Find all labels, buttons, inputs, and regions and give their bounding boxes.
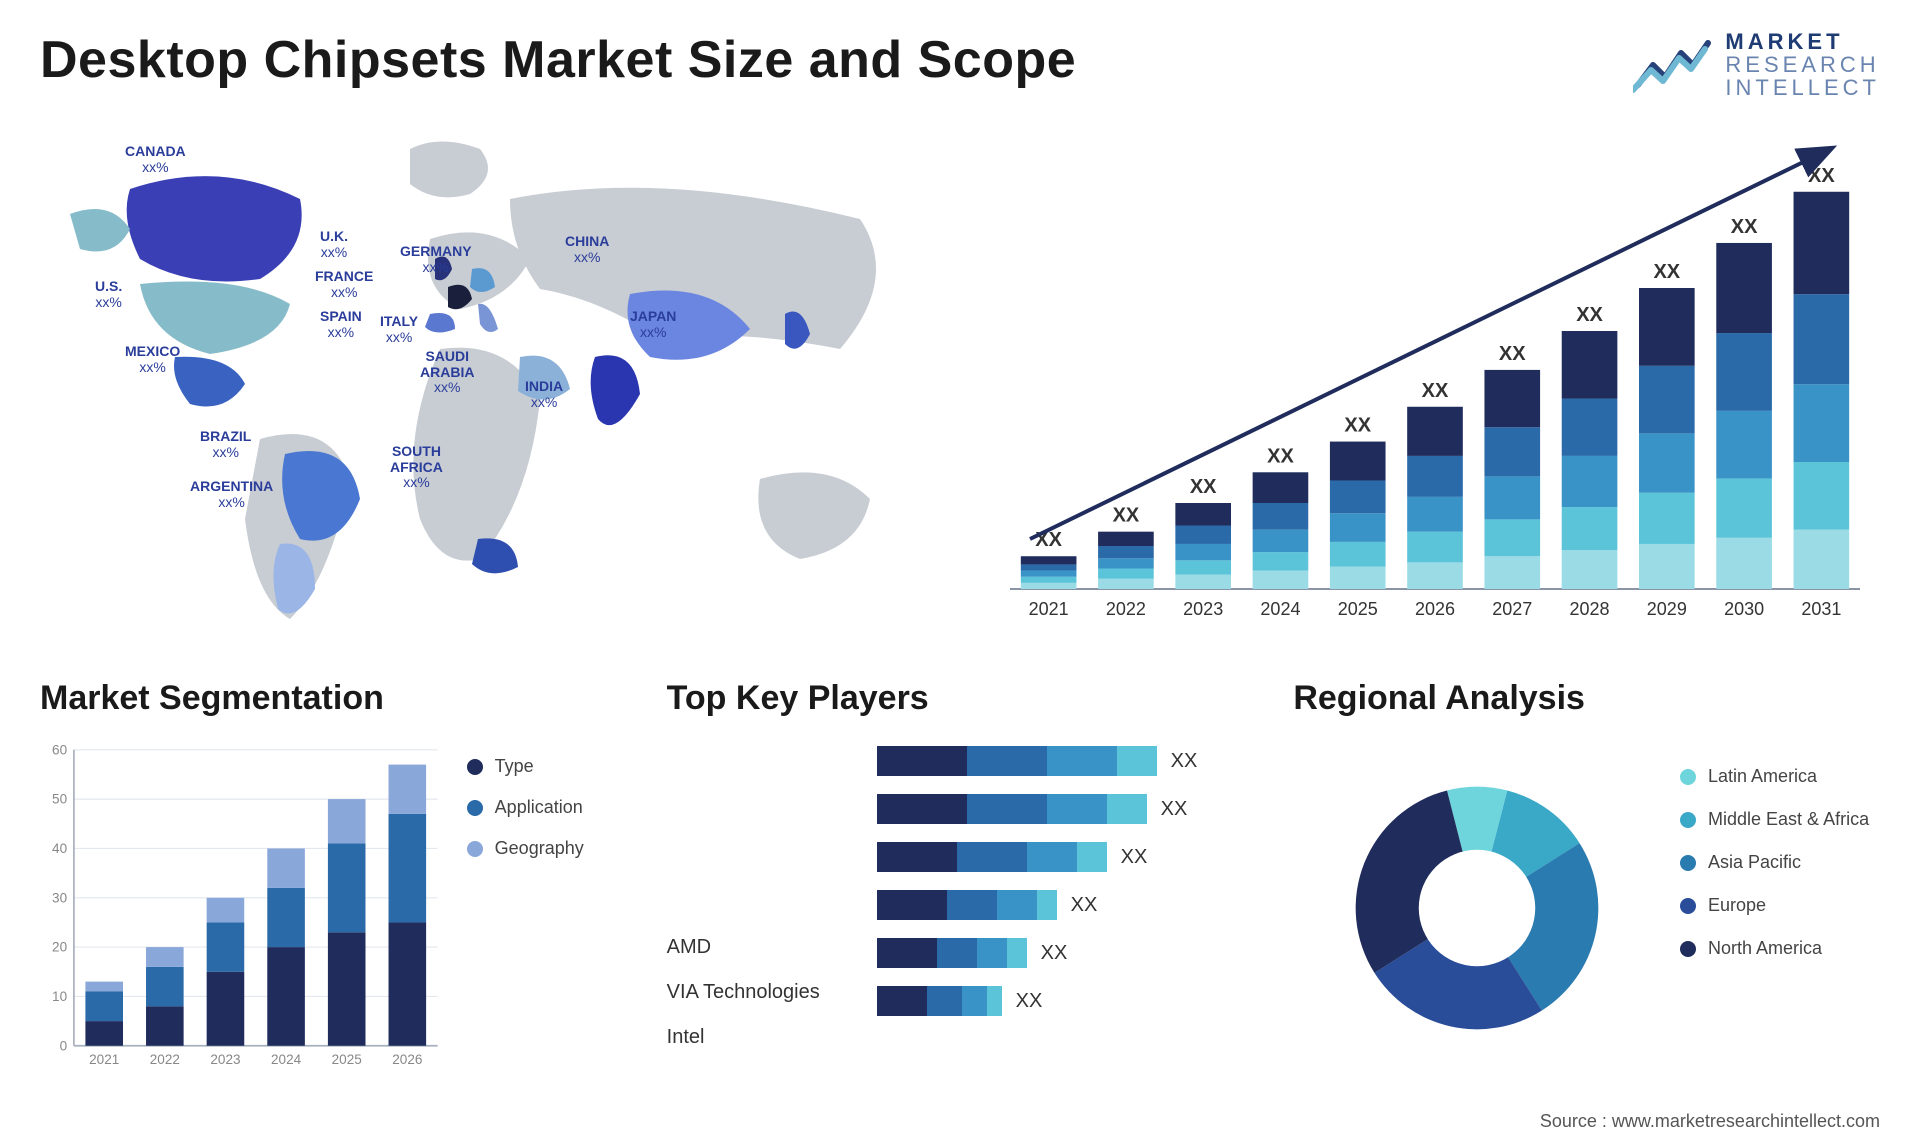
map-country-label: U.K.xx% xyxy=(320,229,348,260)
svg-text:XX: XX xyxy=(1422,380,1449,402)
map-country-label: ITALYxx% xyxy=(380,314,418,345)
svg-text:XX: XX xyxy=(1576,304,1603,326)
legend-item: Middle East & Africa xyxy=(1680,809,1880,830)
brand-mark-icon xyxy=(1633,35,1713,95)
key-player-bar-row: XX xyxy=(877,986,1254,1016)
svg-text:2030: 2030 xyxy=(1724,599,1764,619)
segmentation-title: Market Segmentation xyxy=(40,679,627,718)
svg-text:XX: XX xyxy=(1344,415,1371,437)
key-player-name: AMD xyxy=(667,936,857,959)
svg-text:2024: 2024 xyxy=(271,1052,302,1067)
map-country-label: GERMANYxx% xyxy=(400,244,472,275)
regional-title: Regional Analysis xyxy=(1293,679,1880,718)
svg-text:40: 40 xyxy=(52,841,67,856)
map-country-label: SOUTHAFRICAxx% xyxy=(390,444,443,490)
map-country-label: ARGENTINAxx% xyxy=(190,479,273,510)
svg-text:2027: 2027 xyxy=(1492,599,1532,619)
brand-logo: MARKET RESEARCH INTELLECT xyxy=(1633,30,1880,99)
svg-text:2025: 2025 xyxy=(332,1052,362,1067)
svg-text:2023: 2023 xyxy=(210,1052,240,1067)
legend-item: Application xyxy=(467,797,627,818)
map-country-label: CHINAxx% xyxy=(565,234,609,265)
page-title: Desktop Chipsets Market Size and Scope xyxy=(40,30,1076,90)
svg-text:XX: XX xyxy=(1499,343,1526,365)
growth-bar-chart: XX 2021 XX 2022 XX 2023 XX 2024 XX 2025 XX 2026 XX 20… xyxy=(980,119,1880,639)
segmentation-chart: 0 10 20 30 40 50 60 2021 2022 2023 2024 2025 2026 xyxy=(40,736,447,1080)
growth-chart-panel: XX 2021 XX 2022 XX 2023 XX 2024 XX 2025 XX 2026 XX 20… xyxy=(980,119,1880,639)
svg-text:XX: XX xyxy=(1267,446,1294,468)
segmentation-legend: Type Application Geography xyxy=(467,736,627,1080)
map-country-label: CANADAxx% xyxy=(125,144,186,175)
legend-item: Europe xyxy=(1680,895,1880,916)
map-country-label: MEXICOxx% xyxy=(125,344,180,375)
svg-text:2026: 2026 xyxy=(392,1052,422,1067)
svg-text:XX: XX xyxy=(1731,216,1758,238)
map-country-label: INDIAxx% xyxy=(525,379,563,410)
key-players-title: Top Key Players xyxy=(667,679,1254,718)
svg-text:XX: XX xyxy=(1190,476,1217,498)
svg-text:XX: XX xyxy=(1113,505,1140,527)
svg-text:2031: 2031 xyxy=(1801,599,1841,619)
map-country-label: FRANCExx% xyxy=(315,269,373,300)
world-map-panel: CANADAxx% U.S.xx% MEXICOxx% BRAZILxx% ARGENT… xyxy=(40,119,940,639)
key-players-list: AMD VIA Technologies Intel xyxy=(667,736,857,1079)
svg-text:XX: XX xyxy=(1653,261,1680,283)
map-country-label: U.S.xx% xyxy=(95,279,122,310)
key-player-bar-row: XX xyxy=(877,746,1254,776)
svg-text:2022: 2022 xyxy=(150,1052,180,1067)
svg-text:2022: 2022 xyxy=(1106,599,1146,619)
key-players-section: Top Key Players AMD VIA Technologies Intel… xyxy=(667,679,1254,1079)
key-player-name: VIA Technologies xyxy=(667,981,857,1004)
svg-text:60: 60 xyxy=(52,743,67,758)
brand-line-2: RESEARCH xyxy=(1725,53,1880,76)
svg-text:XX: XX xyxy=(1808,165,1835,187)
svg-text:30: 30 xyxy=(52,891,67,906)
brand-line-3: INTELLECT xyxy=(1725,76,1880,99)
legend-item: North America xyxy=(1680,938,1880,959)
key-player-bar-row: XX xyxy=(877,890,1254,920)
svg-text:2028: 2028 xyxy=(1570,599,1610,619)
key-player-bar-row: XX xyxy=(877,938,1254,968)
svg-text:0: 0 xyxy=(60,1039,68,1054)
key-player-bar-row: XX xyxy=(877,794,1254,824)
world-map xyxy=(40,119,940,639)
svg-text:20: 20 xyxy=(52,940,67,955)
regional-section: Regional Analysis Latin America Middle Ea… xyxy=(1293,679,1880,1079)
legend-item: Asia Pacific xyxy=(1680,852,1880,873)
key-players-bars: XX XX XX XX XX XX xyxy=(877,736,1254,1079)
svg-text:2025: 2025 xyxy=(1338,599,1378,619)
svg-text:10: 10 xyxy=(52,989,67,1004)
legend-item: Type xyxy=(467,756,627,777)
svg-text:2021: 2021 xyxy=(89,1052,119,1067)
map-country-label: BRAZILxx% xyxy=(200,429,251,460)
map-country-label: SPAINxx% xyxy=(320,309,362,340)
legend-item: Geography xyxy=(467,838,627,859)
key-player-bar-row: XX xyxy=(877,842,1254,872)
regional-donut xyxy=(1293,736,1660,1079)
legend-item: Latin America xyxy=(1680,766,1880,787)
segmentation-section: Market Segmentation 0 10 20 30 40 50 60 2021 202… xyxy=(40,679,627,1079)
map-country-label: JAPANxx% xyxy=(630,309,676,340)
svg-text:2029: 2029 xyxy=(1647,599,1687,619)
svg-text:2021: 2021 xyxy=(1029,599,1069,619)
svg-text:50: 50 xyxy=(52,792,67,807)
source-attribution: Source : www.marketresearchintellect.com xyxy=(1540,1111,1880,1132)
svg-text:2026: 2026 xyxy=(1415,599,1455,619)
map-country-label: SAUDIARABIAxx% xyxy=(420,349,474,395)
regional-legend: Latin America Middle East & Africa Asia Pa… xyxy=(1680,736,1880,1079)
svg-text:2023: 2023 xyxy=(1183,599,1223,619)
key-player-name: Intel xyxy=(667,1026,857,1049)
svg-text:2024: 2024 xyxy=(1260,599,1300,619)
brand-line-1: MARKET xyxy=(1725,30,1880,53)
